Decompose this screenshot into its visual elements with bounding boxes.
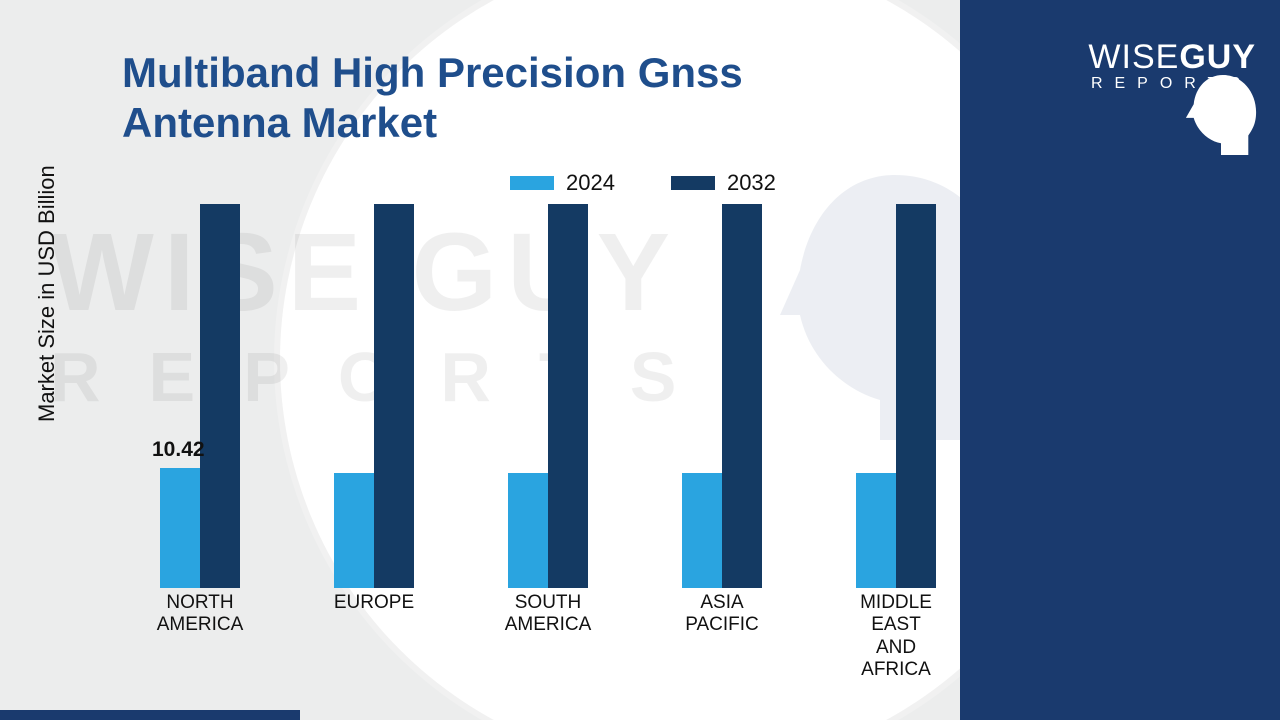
legend-swatch-2024 (510, 176, 554, 190)
x-tick-label: MIDDLEEASTANDAFRICA (816, 592, 976, 682)
bar-2024 (682, 473, 722, 588)
brand-subtitle: REPORTS (1088, 75, 1256, 93)
bar-2024 (334, 473, 374, 588)
bar-2024 (160, 468, 200, 588)
legend-item-2032: 2032 (671, 170, 776, 196)
brand-logo: WISEGUY REPORTS (1088, 38, 1256, 93)
legend-label-2024: 2024 (566, 170, 615, 196)
bar-2032 (548, 204, 588, 588)
x-tick-label: SOUTHAMERICA (468, 592, 628, 637)
bar-value-label: 10.42 (152, 438, 205, 462)
bar-chart: Market Size in USD Billion 2024 2032 10.… (40, 172, 980, 692)
bar-2032 (374, 204, 414, 588)
brand-word-2: GUY (1179, 38, 1256, 76)
x-tick-label: EUROPE (294, 592, 454, 614)
legend-item-2024: 2024 (510, 170, 615, 196)
bar-2032 (896, 204, 936, 588)
chart-title: Multiband High Precision Gnss Antenna Ma… (122, 48, 782, 147)
bar-group (334, 204, 414, 588)
bar-2032 (722, 204, 762, 588)
bar-2024 (856, 473, 896, 588)
brand-panel (960, 0, 1280, 720)
legend-label-2032: 2032 (727, 170, 776, 196)
market-chart-card: WISEGUY REPORTS Multiband High Precision… (0, 0, 1280, 720)
brand-name: WISEGUY (1088, 38, 1256, 77)
y-axis-label: Market Size in USD Billion (34, 165, 60, 422)
bar-group (856, 204, 936, 588)
bar-group (682, 204, 762, 588)
bar-2024 (508, 473, 548, 588)
footer-accent-bar (0, 710, 300, 720)
brand-word-1: WISE (1088, 38, 1179, 76)
plot-area: 10.42 (126, 198, 980, 588)
x-tick-label: ASIAPACIFIC (642, 592, 802, 637)
bar-2032 (200, 204, 240, 588)
x-tick-label: NORTHAMERICA (120, 592, 280, 637)
bar-group (508, 204, 588, 588)
legend-swatch-2032 (671, 176, 715, 190)
legend: 2024 2032 (510, 170, 776, 196)
bar-group (160, 204, 240, 588)
